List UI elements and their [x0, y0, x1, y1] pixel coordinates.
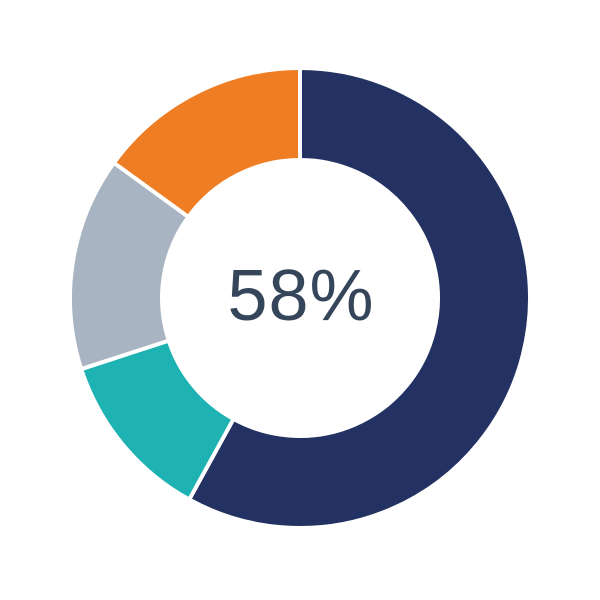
donut-segment-navy: [187, 66, 532, 530]
donut-segment-orange: [111, 66, 302, 219]
